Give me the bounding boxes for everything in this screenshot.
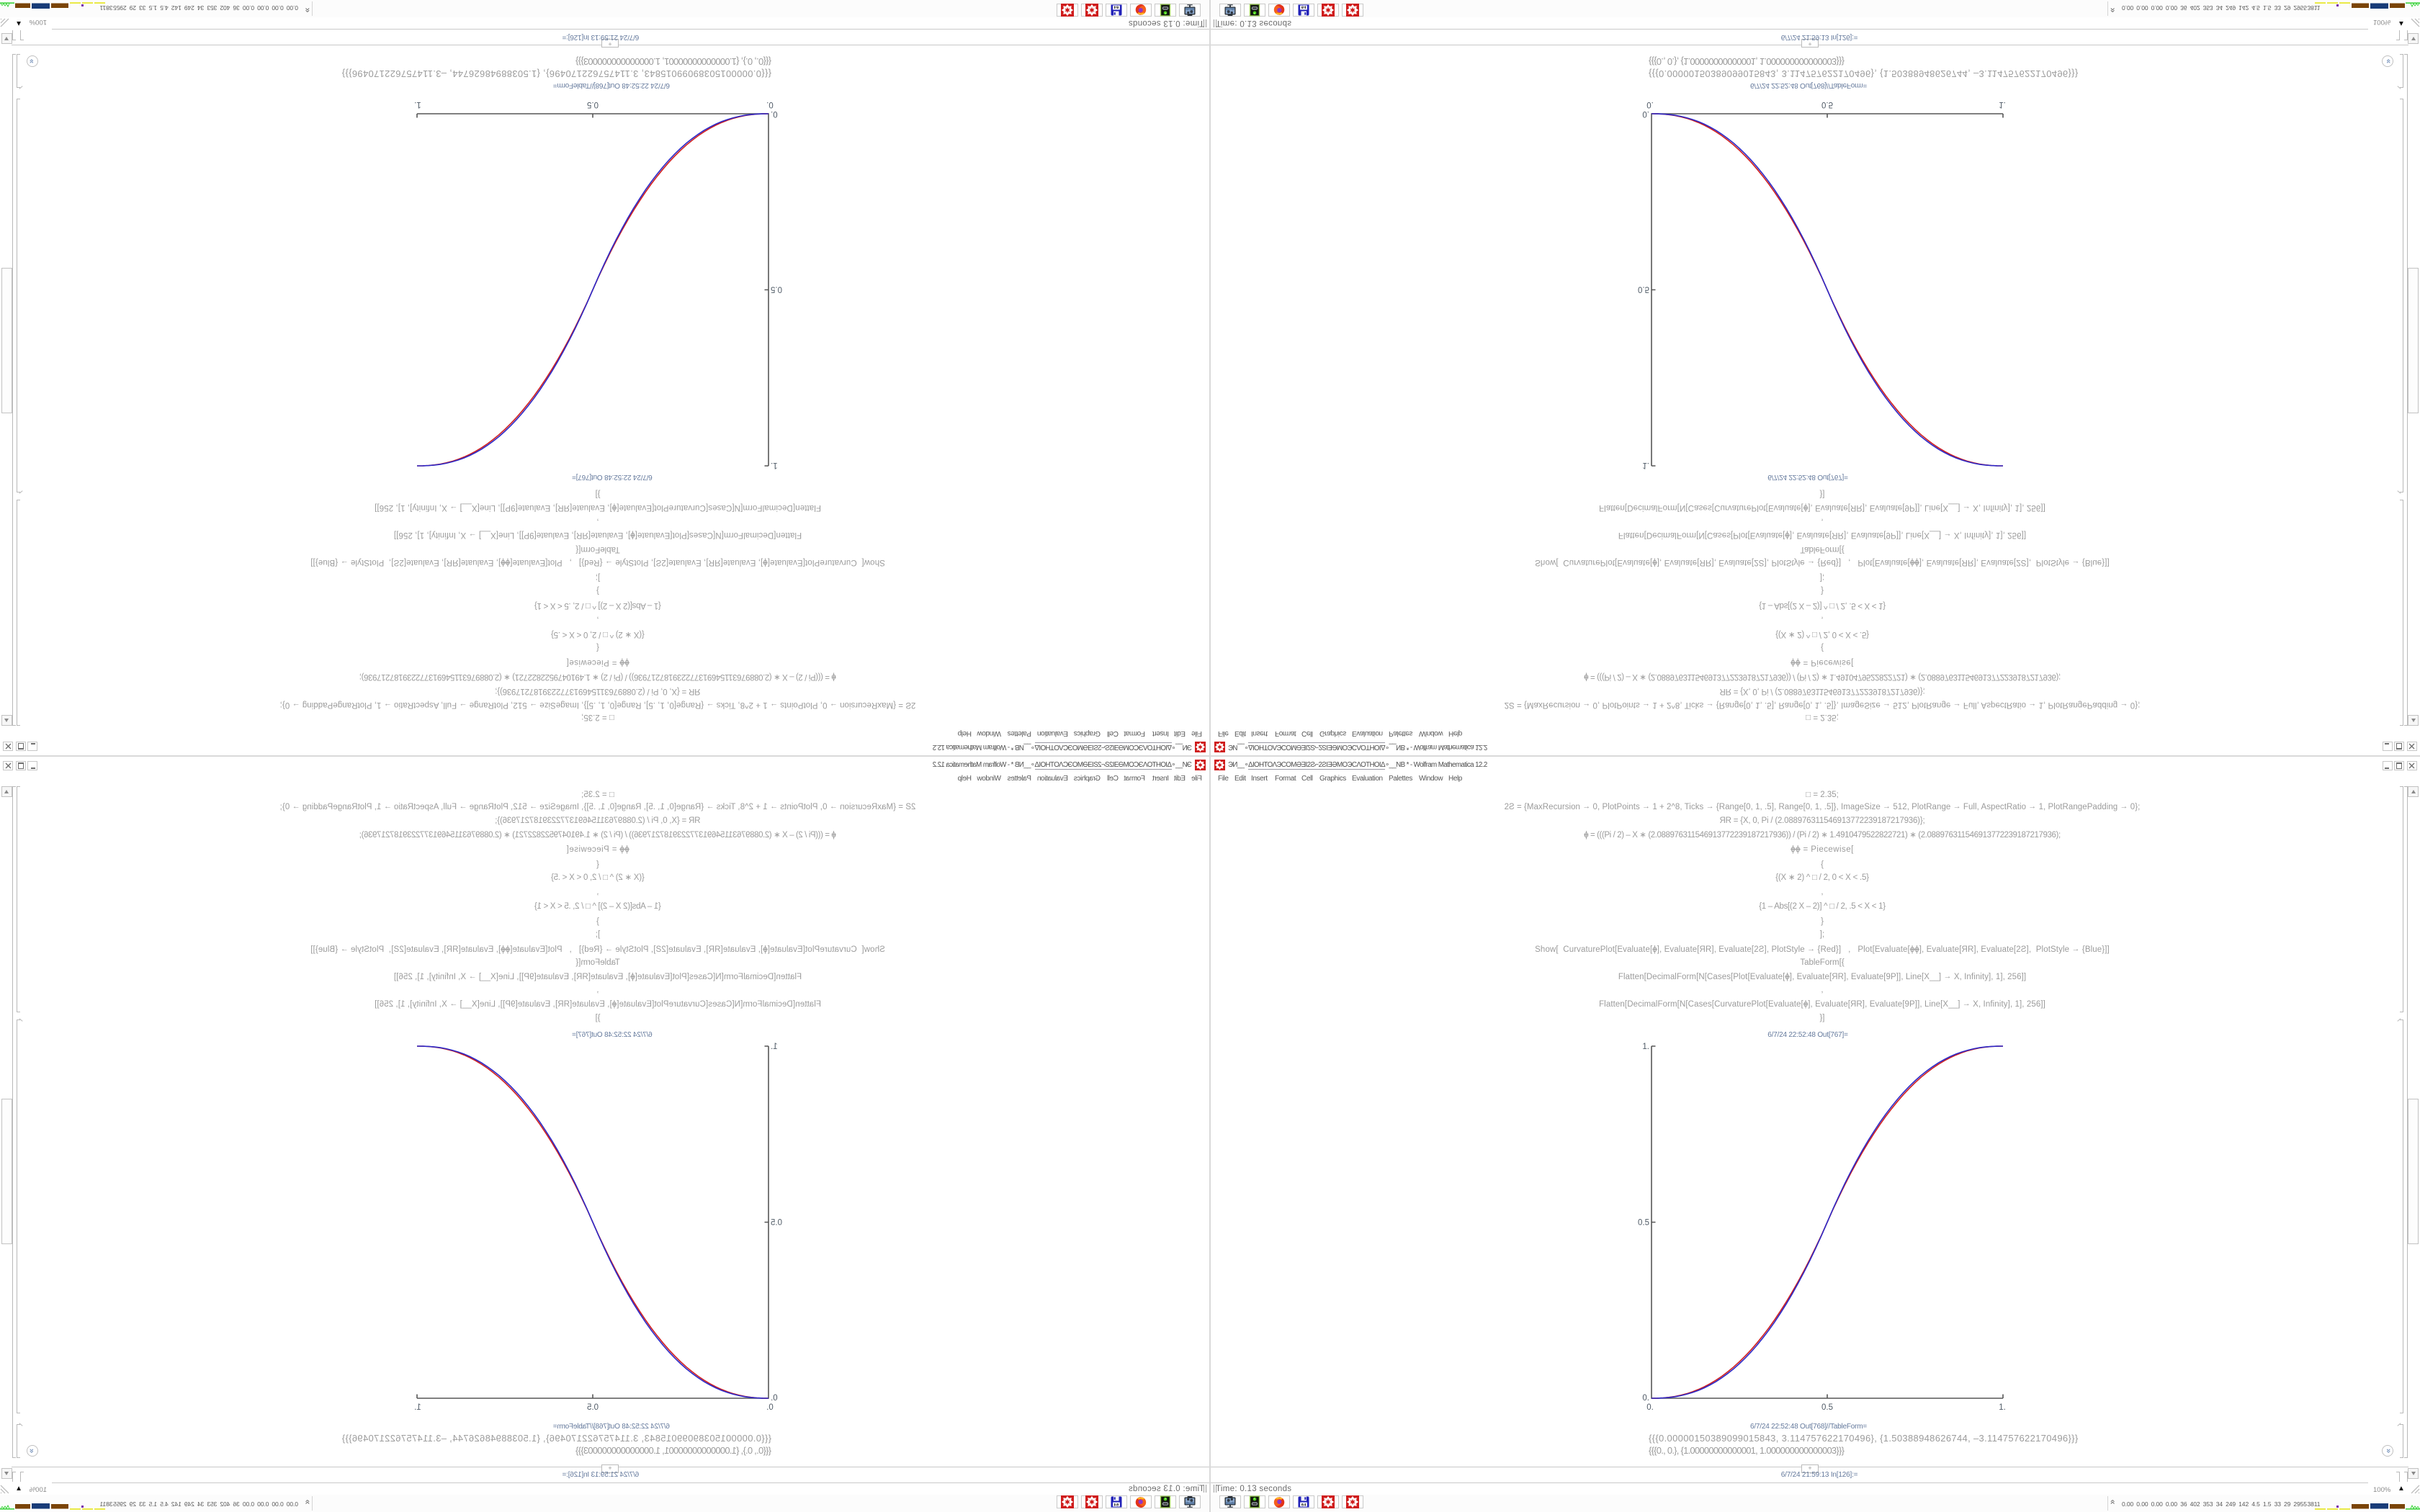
svg-text:0.: 0. [1646,100,1654,109]
svg-text:0.5: 0.5 [771,285,782,294]
svg-text:64: 64 [1301,1503,1307,1508]
svg-text:1.: 1. [771,461,778,469]
svg-text:0.5: 0.5 [587,1403,599,1412]
svg-text:0.: 0. [766,1403,774,1412]
svg-text:0.5: 0.5 [1638,1219,1649,1228]
svg-text:0.: 0. [1642,109,1649,118]
svg-text:1.: 1. [414,1403,421,1412]
svg-text:1.: 1. [771,1043,778,1051]
svg-text:0.: 0. [1642,1394,1649,1403]
svg-text:64: 64 [1301,4,1307,9]
svg-text:64: 64 [1113,4,1119,9]
svg-text:0.: 0. [771,109,778,118]
svg-text:0.5: 0.5 [587,100,599,109]
svg-text:1.: 1. [1999,1403,2006,1412]
svg-text:1.: 1. [1642,461,1649,469]
svg-text:1.: 1. [1642,1043,1649,1051]
svg-text:0.: 0. [771,1394,778,1403]
svg-text:0.: 0. [1646,1403,1654,1412]
svg-text:0.5: 0.5 [1821,1403,1833,1412]
svg-text:1.: 1. [1999,100,2006,109]
svg-text:0.5: 0.5 [1821,100,1833,109]
svg-text:0.5: 0.5 [1638,285,1649,294]
svg-text:0.5: 0.5 [771,1219,782,1228]
svg-text:0.: 0. [766,100,774,109]
svg-text:64: 64 [1113,1503,1119,1508]
svg-text:1.: 1. [414,100,421,109]
